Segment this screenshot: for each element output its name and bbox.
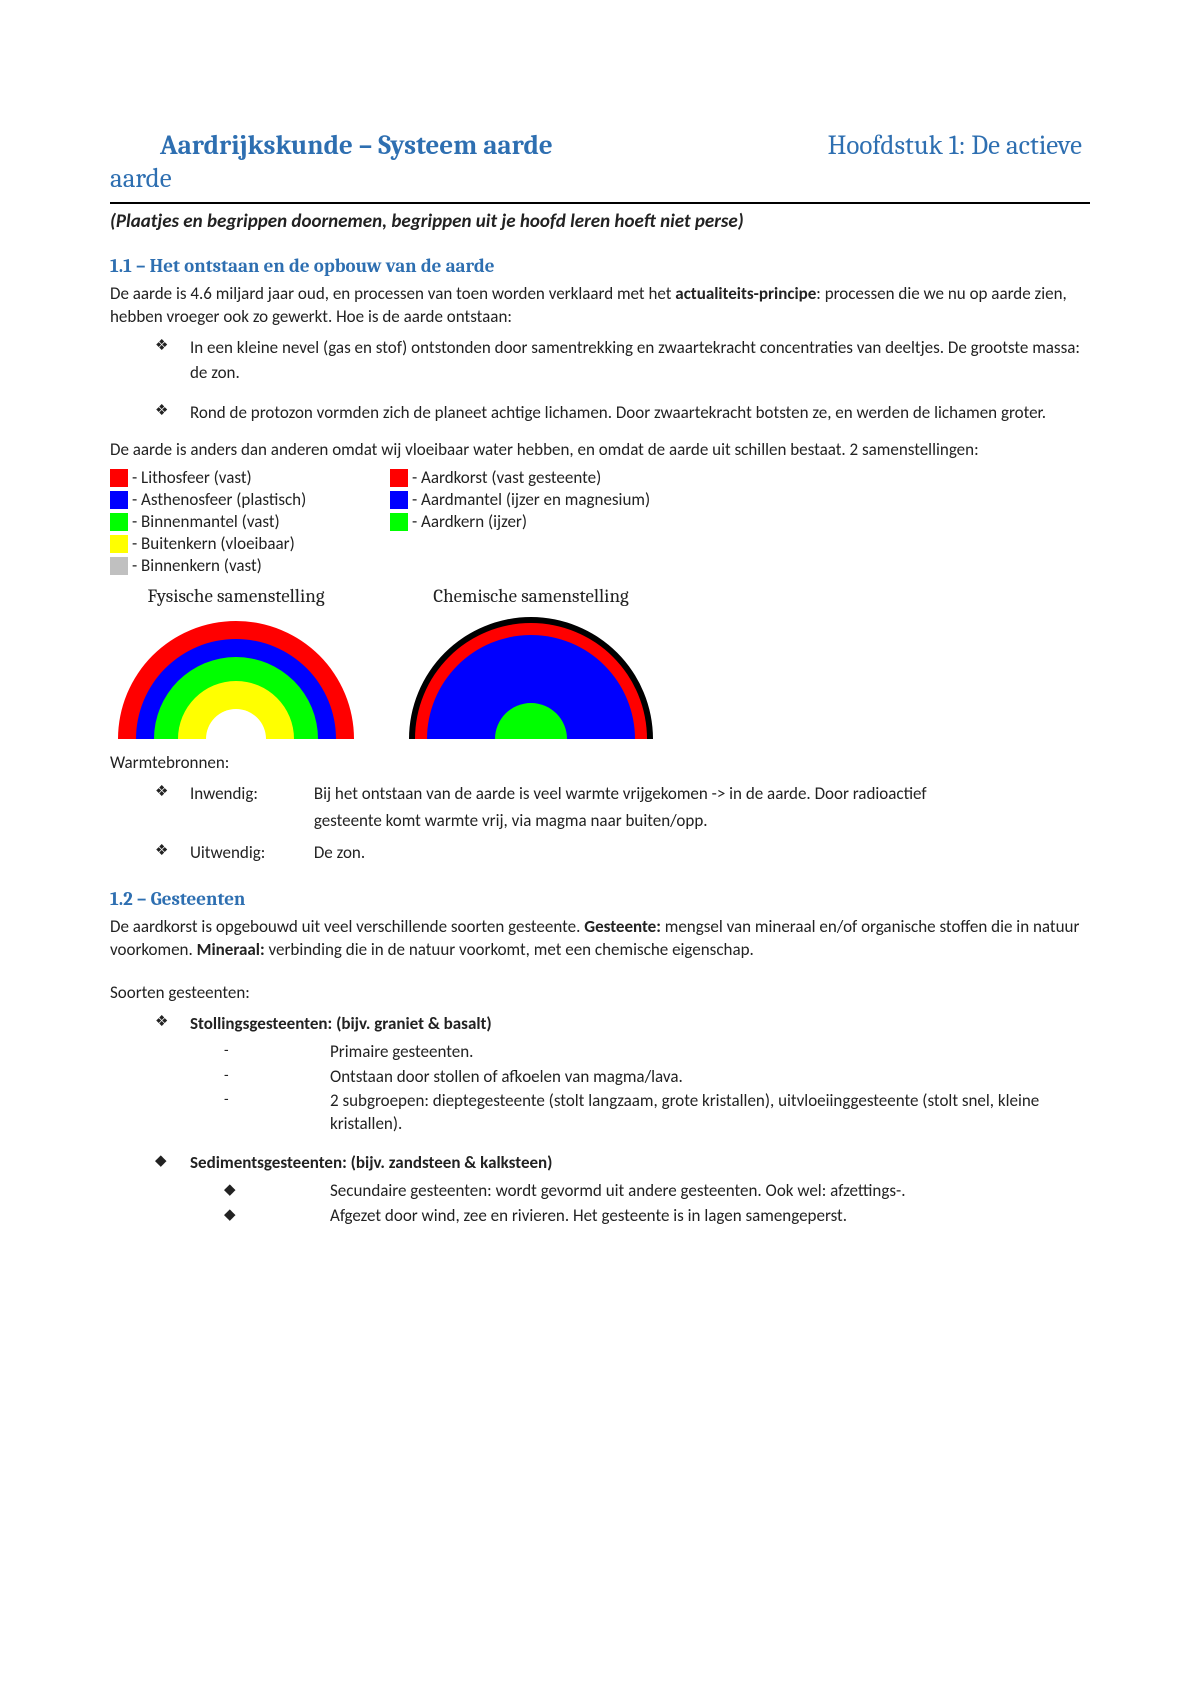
warmte-heading: Warmtebronnen: xyxy=(110,752,1090,775)
diagram-physical: Fysische samenstelling xyxy=(110,585,362,748)
legend-label: - Binnenmantel (vast) xyxy=(132,511,280,532)
rock-subitem: Afgezet door wind, zee en rivieren. Het … xyxy=(250,1205,1090,1228)
txt-bold: Mineraal: xyxy=(197,939,265,960)
title-chapter-line2: aarde xyxy=(110,163,1090,194)
legend-label: - Lithosfeer (vast) xyxy=(132,467,252,488)
intro-bold: actualiteits-principe xyxy=(675,283,816,304)
rock-type-item: Stollingsgesteenten: (bijv. graniet & ba… xyxy=(110,1011,1090,1136)
legend-row: - Buitenkern (vloeibaar) xyxy=(110,533,390,554)
swatch xyxy=(390,491,408,509)
rock-subitem: 2 subgroepen: dieptegesteente (stolt lan… xyxy=(250,1090,1090,1136)
swatch xyxy=(110,557,128,575)
warmte-label: Uitwendig: xyxy=(190,840,310,866)
diagram-chemical: Chemische samenstelling xyxy=(400,585,662,748)
swatch xyxy=(110,535,128,553)
intro-pre: De aarde is 4.6 miljard jaar oud, en pro… xyxy=(110,283,675,304)
swatch xyxy=(110,491,128,509)
legend-label: - Aardkern (ijzer) xyxy=(412,511,527,532)
title-divider xyxy=(110,202,1090,204)
rock-subitem: Primaire gesteenten. xyxy=(250,1041,1090,1064)
rock-type-item: Sedimentsgesteenten: (bijv. zandsteen & … xyxy=(110,1150,1090,1227)
semicircle-diagram xyxy=(400,609,662,743)
legend-row: - Lithosfeer (vast) xyxy=(110,467,390,488)
diagram-title: Chemische samenstelling xyxy=(400,585,662,607)
txt-bold: Gesteente: xyxy=(584,916,661,937)
warmte-item: Inwendig: Bij het ontstaan van de aarde … xyxy=(110,781,1090,834)
rock-type-title: Sedimentsgesteenten: (bijv. zandsteen & … xyxy=(190,1152,552,1173)
diagram-row: Fysische samenstelling Chemische samenst… xyxy=(110,585,1090,748)
legend-row: - Aardkern (ijzer) xyxy=(390,511,650,532)
legend-columns: - Lithosfeer (vast) - Asthenosfeer (plas… xyxy=(110,466,1090,577)
title-chapter: Hoofdstuk 1: De actieve xyxy=(828,130,1090,161)
legend-label: - Aardkorst (vast gesteente) xyxy=(412,467,601,488)
legend-row: - Aardkorst (vast gesteente) xyxy=(390,467,650,488)
document-page: Aardrijkskunde – Systeem aarde Hoofdstuk… xyxy=(0,0,1200,1695)
warmte-text: De zon. xyxy=(314,840,994,866)
legend-row: - Aardmantel (ijzer en magnesium) xyxy=(390,489,650,510)
rock-type-title: Stollingsgesteenten: (bijv. graniet & ba… xyxy=(190,1013,492,1034)
legend-label: - Aardmantel (ijzer en magnesium) xyxy=(412,489,650,510)
txt: De aardkorst is opgebouwd uit veel versc… xyxy=(110,916,584,937)
txt: verbinding die in de natuur voorkomt, me… xyxy=(265,939,754,960)
subtitle: (Plaatjes en begrippen doornemen, begrip… xyxy=(110,210,1090,233)
swatch xyxy=(390,469,408,487)
warmte-label: Inwendig: xyxy=(190,781,310,807)
legend-row: - Asthenosfeer (plastisch) xyxy=(110,489,390,510)
warmte-item: Uitwendig: De zon. xyxy=(110,840,1090,866)
legend-label: - Asthenosfeer (plastisch) xyxy=(132,489,306,510)
section-heading-1-1: 1.1 – Het ontstaan en de opbouw van de a… xyxy=(110,255,1090,277)
title-row: Aardrijkskunde – Systeem aarde Hoofdstuk… xyxy=(110,130,1090,161)
bullet-item: Rond de protozon vormden zich de planeet… xyxy=(110,400,1090,426)
legend-label: - Binnenkern (vast) xyxy=(132,555,262,576)
intro-paragraph: De aarde is 4.6 miljard jaar oud, en pro… xyxy=(110,283,1090,329)
legend-label: - Buitenkern (vloeibaar) xyxy=(132,533,295,554)
semicircle-diagram xyxy=(110,609,362,743)
rock-subitem: Ontstaan door stollen of afkoelen van ma… xyxy=(250,1066,1090,1089)
rock-sublist: Primaire gesteenten. Ontstaan door stoll… xyxy=(190,1041,1090,1137)
section-heading-1-2: 1.2 – Gesteenten xyxy=(110,888,1090,910)
diagram-title: Fysische samenstelling xyxy=(110,585,362,607)
rock-subitem: Secundaire gesteenten: wordt gevormd uit… xyxy=(250,1180,1090,1203)
rock-types: Stollingsgesteenten: (bijv. graniet & ba… xyxy=(110,1011,1090,1136)
after-bullets-para: De aarde is anders dan anderen omdat wij… xyxy=(110,439,1090,462)
legend-right: - Aardkorst (vast gesteente) - Aardmante… xyxy=(390,466,650,577)
legend-row: - Binnenmantel (vast) xyxy=(110,511,390,532)
rock-sublist: Secundaire gesteenten: wordt gevormd uit… xyxy=(190,1180,1090,1228)
rock-types-2: Sedimentsgesteenten: (bijv. zandsteen & … xyxy=(110,1150,1090,1227)
title-main: Aardrijkskunde – Systeem aarde xyxy=(160,130,553,161)
legend-row: - Binnenkern (vast) xyxy=(110,555,390,576)
swatch xyxy=(110,469,128,487)
warmte-text: Bij het ontstaan van de aarde is veel wa… xyxy=(314,781,994,834)
swatch xyxy=(110,513,128,531)
bullet-item: In een kleine nevel (gas en stof) ontsto… xyxy=(110,335,1090,386)
sec12-para2: Soorten gesteenten: xyxy=(110,982,1090,1005)
legend-left: - Lithosfeer (vast) - Asthenosfeer (plas… xyxy=(110,466,390,577)
sec12-para1: De aardkorst is opgebouwd uit veel versc… xyxy=(110,916,1090,962)
swatch xyxy=(390,513,408,531)
warmte-list: Inwendig: Bij het ontstaan van de aarde … xyxy=(110,781,1090,866)
formation-bullets: In een kleine nevel (gas en stof) ontsto… xyxy=(110,335,1090,426)
